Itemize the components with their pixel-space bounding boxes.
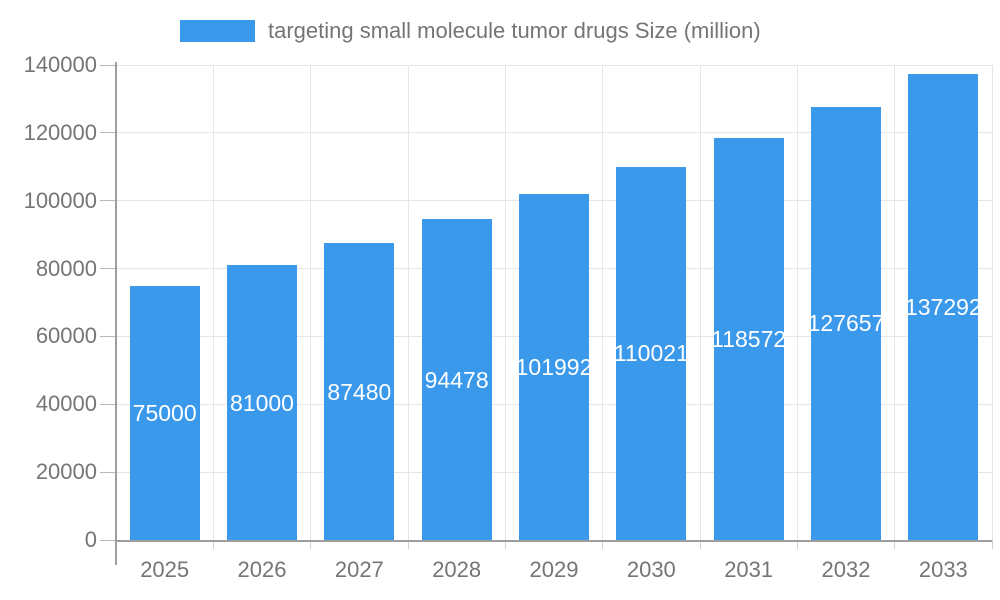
bar-value-label: 127657 xyxy=(807,310,885,337)
bar-value-label: 87480 xyxy=(327,378,392,405)
h-gridline xyxy=(116,132,992,134)
v-gridline xyxy=(602,65,604,540)
y-tick-mark xyxy=(100,539,116,541)
x-tick-mark xyxy=(407,540,409,549)
y-tick-label: 140000 xyxy=(23,52,97,77)
bar-value-label: 110021 xyxy=(613,340,689,367)
bar-value-label: 118572 xyxy=(711,325,787,352)
y-tick-mark xyxy=(100,132,116,134)
bar[interactable] xyxy=(519,193,589,540)
bar-value-label: 81000 xyxy=(230,389,294,416)
bar-value-label: 101992 xyxy=(515,353,593,380)
bar[interactable] xyxy=(811,106,881,540)
y-tick-mark xyxy=(100,268,116,270)
x-tick-label: 2026 xyxy=(237,557,287,582)
y-tick-mark xyxy=(100,64,116,66)
v-gridline xyxy=(699,65,701,540)
y-tick-mark xyxy=(100,403,116,405)
bar-value-label: 94478 xyxy=(424,366,489,393)
bar[interactable] xyxy=(324,243,395,540)
y-tick-mark xyxy=(100,200,116,202)
x-tick-label: 2028 xyxy=(432,557,482,582)
bar[interactable] xyxy=(421,219,492,540)
bar[interactable] xyxy=(129,285,200,540)
x-tick-label: 2033 xyxy=(918,557,968,582)
bar[interactable] xyxy=(908,74,979,540)
y-tick-label: 100000 xyxy=(23,187,97,213)
x-tick-mark xyxy=(699,540,701,549)
x-tick-mark xyxy=(212,540,214,549)
x-tick-label: 2029 xyxy=(529,557,579,582)
x-tick-label: 2032 xyxy=(821,557,871,582)
y-tick-mark xyxy=(100,471,116,473)
bar[interactable] xyxy=(616,166,687,540)
y-tick-label: 120000 xyxy=(23,119,97,145)
v-gridline xyxy=(796,65,798,540)
v-gridline xyxy=(504,65,506,540)
x-tick-mark xyxy=(310,540,312,549)
x-tick-label: 2025 xyxy=(140,557,190,582)
x-axis-line xyxy=(115,540,992,542)
v-gridline xyxy=(894,65,896,540)
x-tick-label: 2030 xyxy=(626,557,676,582)
v-gridline xyxy=(991,65,993,540)
legend: targeting small molecule tumor drugs Siz… xyxy=(180,18,761,44)
x-tick-mark xyxy=(894,540,896,549)
x-tick-mark xyxy=(796,540,798,549)
v-gridline xyxy=(310,65,312,540)
bar[interactable] xyxy=(227,265,297,540)
y-tick-label: 20000 xyxy=(35,459,97,485)
y-tick-label: 0 xyxy=(84,527,97,552)
y-tick-mark xyxy=(100,335,116,337)
v-gridline xyxy=(212,65,214,540)
y-tick-label: 80000 xyxy=(35,255,97,281)
y-tick-label: 40000 xyxy=(35,391,97,417)
x-tick-mark xyxy=(991,540,993,549)
legend-label: targeting small molecule tumor drugs Siz… xyxy=(268,18,761,43)
y-tick-label: 60000 xyxy=(35,323,97,349)
x-tick-label: 2031 xyxy=(724,557,774,582)
x-tick-mark xyxy=(504,540,506,549)
bar-value-label: 137292 xyxy=(904,294,982,321)
x-tick-label: 2027 xyxy=(334,557,384,582)
h-gridline xyxy=(116,64,992,66)
y-axis-line xyxy=(115,62,117,565)
bar-value-label: 75000 xyxy=(132,399,197,426)
x-tick-mark xyxy=(602,540,604,549)
legend-swatch xyxy=(180,20,255,42)
v-gridline xyxy=(407,65,409,540)
bar[interactable] xyxy=(713,137,784,540)
